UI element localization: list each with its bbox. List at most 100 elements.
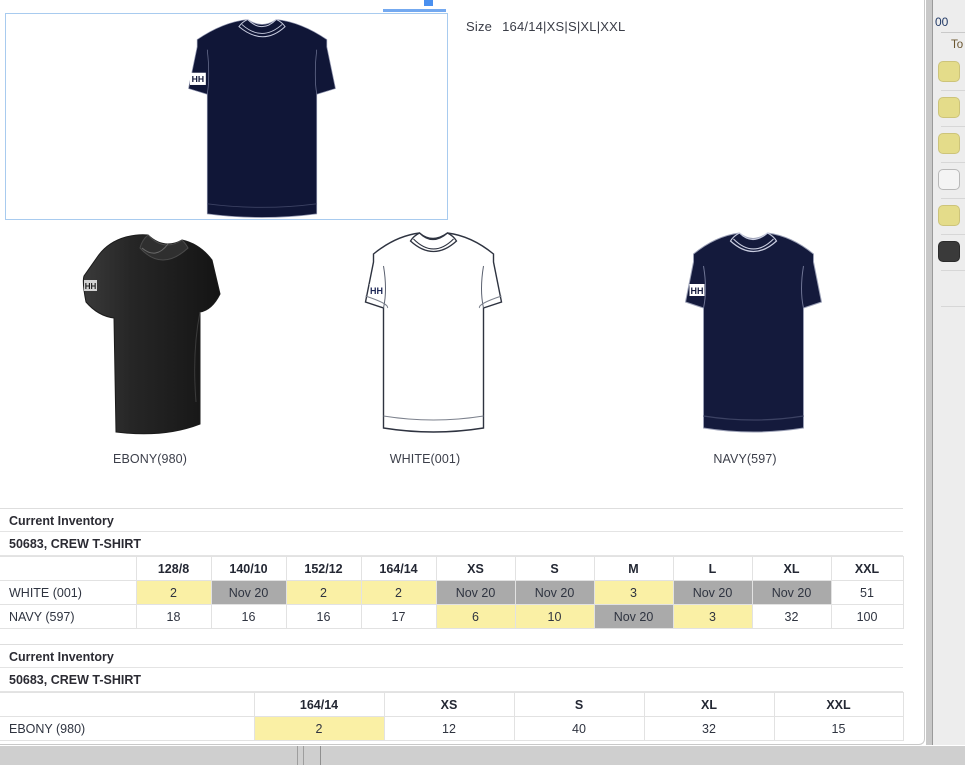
inventory-cell: Nov 20 — [751, 580, 832, 605]
status-chip[interactable] — [938, 133, 960, 154]
shirt-navy-icon: HH — [684, 232, 823, 433]
list-item[interactable] — [938, 162, 965, 199]
inventory-cell: 2 — [253, 716, 385, 741]
right-panel-divider — [941, 32, 965, 33]
svg-text:HH: HH — [192, 74, 204, 84]
svg-text:HH: HH — [691, 286, 704, 296]
inventory-cell: 6 — [435, 604, 516, 629]
inventory-table: 164/14 XS S XL XXL EBONY (980) 2 12 40 3… — [0, 692, 904, 741]
svg-text:HH: HH — [370, 286, 383, 296]
inventory-title: Current Inventory — [0, 508, 903, 532]
inventory-cell: 51 — [830, 580, 904, 605]
splitter-divider — [320, 746, 321, 765]
right-panel-column-header: To — [951, 39, 964, 51]
col-header: XXL — [830, 556, 904, 581]
table-header-row: 128/8 140/10 152/12 164/14 XS S M L XL X… — [0, 556, 904, 581]
row-label: NAVY (597) — [0, 604, 137, 629]
status-chip[interactable] — [938, 205, 960, 226]
col-header: L — [672, 556, 753, 581]
col-header: XXL — [773, 692, 904, 717]
inventory-subtitle: 50683, CREW T-SHIRT — [0, 668, 903, 692]
inventory-cell: Nov 20 — [593, 604, 674, 629]
hero-image-box[interactable]: HH — [5, 13, 448, 220]
status-chip[interactable] — [938, 169, 960, 190]
color-thumbnail-label: EBONY(980) — [113, 452, 187, 466]
status-chip[interactable] — [938, 61, 960, 82]
col-header: 164/14 — [360, 556, 437, 581]
right-side-panel: 00 To — [926, 0, 965, 745]
inventory-cell: 3 — [672, 604, 753, 629]
inventory-cell: 32 — [643, 716, 775, 741]
inventory-cell: Nov 20 — [514, 580, 595, 605]
list-item[interactable] — [938, 54, 965, 91]
inventory-subtitle: 50683, CREW T-SHIRT — [0, 532, 903, 556]
right-panel-inner: 00 To — [932, 0, 965, 745]
inventory-cell: 100 — [830, 604, 904, 629]
col-header: XS — [383, 692, 515, 717]
color-thumbnail-navy[interactable]: HH NAVY(597) — [595, 228, 895, 478]
col-header: 128/8 — [135, 556, 212, 581]
inventory-cell: Nov 20 — [210, 580, 287, 605]
svg-text:HH: HH — [85, 282, 97, 291]
color-thumbnail-row: HH EBONY(980) HH WHITE(001) — [0, 228, 905, 478]
inventory-cell: 2 — [285, 580, 362, 605]
list-item[interactable] — [938, 126, 965, 163]
color-thumbnail-white[interactable]: HH WHITE(001) — [275, 228, 575, 478]
list-item[interactable] — [938, 234, 965, 271]
inventory-cell: 18 — [135, 604, 212, 629]
table-row: WHITE (001) 2 Nov 20 2 2 Nov 20 Nov 20 3… — [0, 580, 904, 605]
row-label: WHITE (001) — [0, 580, 137, 605]
col-header: 140/10 — [210, 556, 287, 581]
status-chip[interactable] — [938, 241, 960, 262]
splitter-divider — [297, 746, 298, 765]
list-item[interactable] — [941, 270, 965, 307]
col-header: 152/12 — [285, 556, 362, 581]
list-item[interactable] — [938, 198, 965, 235]
table-header-row: 164/14 XS S XL XXL — [0, 692, 904, 717]
inventory-cell: 3 — [593, 580, 674, 605]
size-label: Size — [466, 19, 493, 34]
inventory-cell: 32 — [751, 604, 832, 629]
product-detail-pane: HH Size 164/14|XS|S|XL|XXL — [0, 0, 905, 741]
col-header: S — [513, 692, 645, 717]
bottom-splitter-bar[interactable] — [0, 746, 965, 765]
inventory-cell: 10 — [514, 604, 595, 629]
inventory-cell: 12 — [383, 716, 515, 741]
inventory-cell: Nov 20 — [435, 580, 516, 605]
inventory-cell: 40 — [513, 716, 645, 741]
inventory-cell: 2 — [360, 580, 437, 605]
size-line: Size 164/14|XS|S|XL|XXL — [466, 19, 625, 34]
table-row: EBONY (980) 2 12 40 32 15 — [0, 716, 904, 741]
splitter-divider — [303, 746, 304, 765]
color-thumbnail-label: WHITE(001) — [389, 452, 461, 466]
table-row: NAVY (597) 18 16 16 17 6 10 Nov 20 3 32 … — [0, 604, 904, 629]
shirt-ebony-icon: HH — [82, 234, 221, 435]
inventory-cell: 15 — [773, 716, 904, 741]
list-item[interactable] — [938, 90, 965, 127]
inventory-block-1: Current Inventory 50683, CREW T-SHIRT 12… — [0, 508, 904, 629]
inventory-cell: 16 — [285, 604, 362, 629]
status-chip[interactable] — [938, 97, 960, 118]
col-header — [0, 692, 255, 717]
size-value: 164/14|XS|S|XL|XXL — [502, 19, 626, 34]
top-accent-bar — [383, 9, 446, 12]
color-thumbnail-ebony[interactable]: HH EBONY(980) — [0, 228, 300, 478]
top-accent-dot — [424, 0, 433, 6]
col-header: M — [593, 556, 674, 581]
row-label: EBONY (980) — [0, 716, 255, 741]
hero-shirt-navy-icon: HH — [188, 18, 336, 218]
inventory-cell: 17 — [360, 604, 437, 629]
inventory-block-2: Current Inventory 50683, CREW T-SHIRT 16… — [0, 644, 904, 741]
inventory-cell: 16 — [210, 604, 287, 629]
col-header — [0, 556, 137, 581]
inventory-title: Current Inventory — [0, 644, 903, 668]
inventory-cell: Nov 20 — [672, 580, 753, 605]
inventory-cell: 2 — [135, 580, 212, 605]
right-panel-number: 00 — [935, 15, 949, 29]
color-thumbnail-label: NAVY(597) — [713, 452, 777, 466]
col-header: 164/14 — [253, 692, 385, 717]
col-header: S — [514, 556, 595, 581]
shirt-white-icon: HH — [364, 232, 503, 433]
vertical-scrollbar-track[interactable] — [905, 0, 925, 745]
inventory-table: 128/8 140/10 152/12 164/14 XS S M L XL X… — [0, 556, 904, 629]
